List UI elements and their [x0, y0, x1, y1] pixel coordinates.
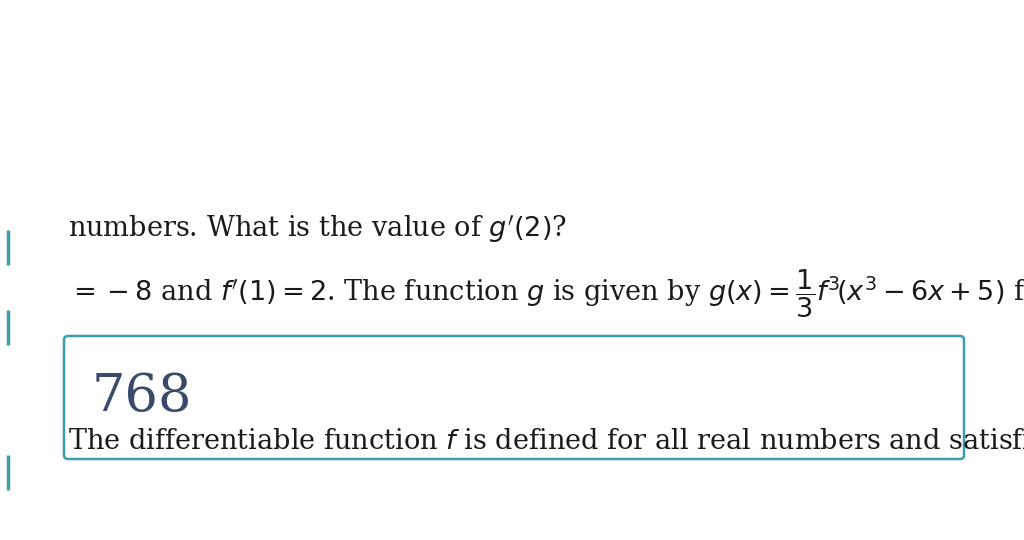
Text: 768: 768 — [92, 372, 193, 422]
Text: $= -8$ and $f'(1) = 2$. The function $g$ is given by $g(x) = \dfrac{1}{3}f^3\!\l: $= -8$ and $f'(1) = 2$. The function $g$… — [68, 267, 1024, 320]
Text: The differentiable function $f$ is defined for all real numbers and satisfies $f: The differentiable function $f$ is defin… — [68, 426, 1024, 455]
FancyBboxPatch shape — [63, 336, 964, 459]
Text: numbers. What is the value of $g'(2)$?: numbers. What is the value of $g'(2)$? — [68, 213, 567, 245]
